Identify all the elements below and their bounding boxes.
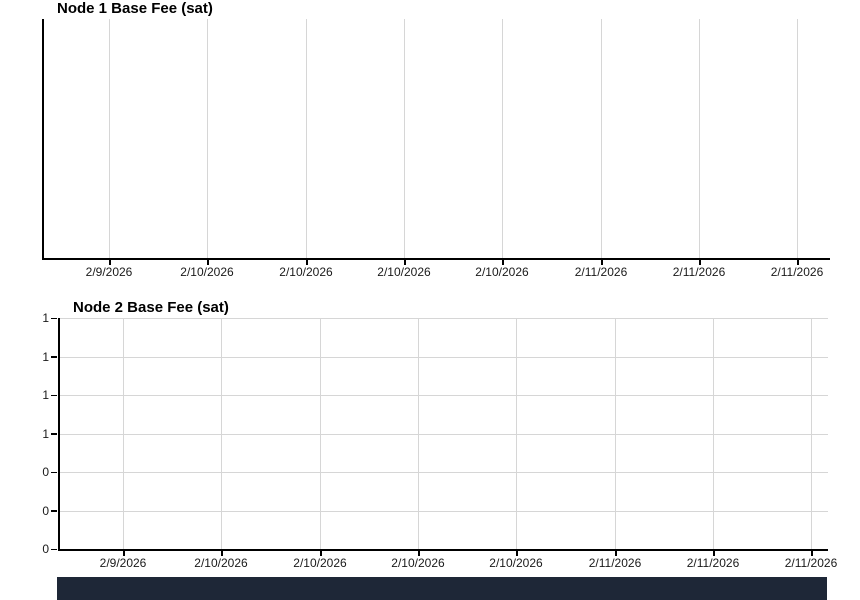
y-tick-label: 0 [42,542,49,556]
x-tick-label: 2/10/2026 [293,556,347,570]
x-tick-label: 2/11/2026 [770,265,824,279]
y-tick-mark [51,317,57,319]
x-axis-line [58,549,828,551]
y-tick-label: 1 [42,311,49,325]
gridline-vertical [404,19,405,258]
x-tick-label: 2/11/2026 [574,265,628,279]
gridline-vertical [502,19,503,258]
y-tick-mark [51,394,57,396]
gridline-horizontal [59,318,828,319]
y-tick-mark [51,510,57,512]
x-tick-mark [502,260,504,265]
bottom-scrollbar[interactable] [57,577,827,600]
x-tick-mark [404,260,406,265]
x-tick-mark [320,551,322,556]
x-tick-mark [109,260,111,265]
gridline-horizontal [59,472,828,473]
x-tick-label: 2/10/2026 [377,265,431,279]
x-tick-mark [418,551,420,556]
x-tick-mark [207,260,209,265]
x-tick-label: 2/11/2026 [588,556,642,570]
x-tick-mark [615,551,617,556]
x-tick-mark [516,551,518,556]
x-tick-label: 2/11/2026 [672,265,726,279]
x-tick-label: 2/11/2026 [784,556,838,570]
y-tick-mark [51,548,57,550]
x-tick-label: 2/10/2026 [489,556,543,570]
y-tick-label: 1 [42,349,49,364]
x-tick-mark [811,551,813,556]
gridline-horizontal [59,433,828,435]
y-axis-line [42,19,44,260]
x-tick-label: 2/10/2026 [194,556,248,570]
x-tick-mark [601,260,603,265]
y-tick-label: 1 [42,388,49,402]
x-tick-label: 2/10/2026 [391,556,445,570]
gridline-vertical [797,19,798,258]
chart-1-title: Node 1 Base Fee (sat) [57,0,213,17]
chart-1-plot-area [43,19,830,258]
x-tick-mark [699,260,701,265]
y-tick-label: 0 [42,503,49,518]
x-tick-label: 2/9/2026 [99,556,147,570]
x-tick-mark [713,551,715,556]
x-tick-mark [221,551,223,556]
gridline-vertical [207,19,208,258]
y-tick-mark [51,356,57,358]
chart-2-title: Node 2 Base Fee (sat) [73,299,229,316]
y-tick-label: 1 [42,426,49,441]
x-tick-label: 2/10/2026 [475,265,529,279]
y-tick-mark [51,433,57,435]
gridline-horizontal [59,510,828,512]
x-tick-label: 2/9/2026 [85,265,133,279]
gridline-vertical [601,19,602,258]
gridline-vertical [306,19,307,258]
y-tick-mark [51,471,57,473]
gridline-vertical [109,19,110,258]
x-axis-line [42,258,830,260]
gridline-horizontal [59,356,828,358]
x-tick-mark [797,260,799,265]
y-tick-label: 0 [42,465,49,479]
x-tick-mark [123,551,125,556]
x-tick-label: 2/11/2026 [686,556,740,570]
x-tick-label: 2/10/2026 [180,265,234,279]
x-tick-mark [306,260,308,265]
x-tick-label: 2/10/2026 [279,265,333,279]
y-axis-line [58,318,60,551]
gridline-horizontal [59,395,828,396]
gridline-vertical [699,19,700,258]
